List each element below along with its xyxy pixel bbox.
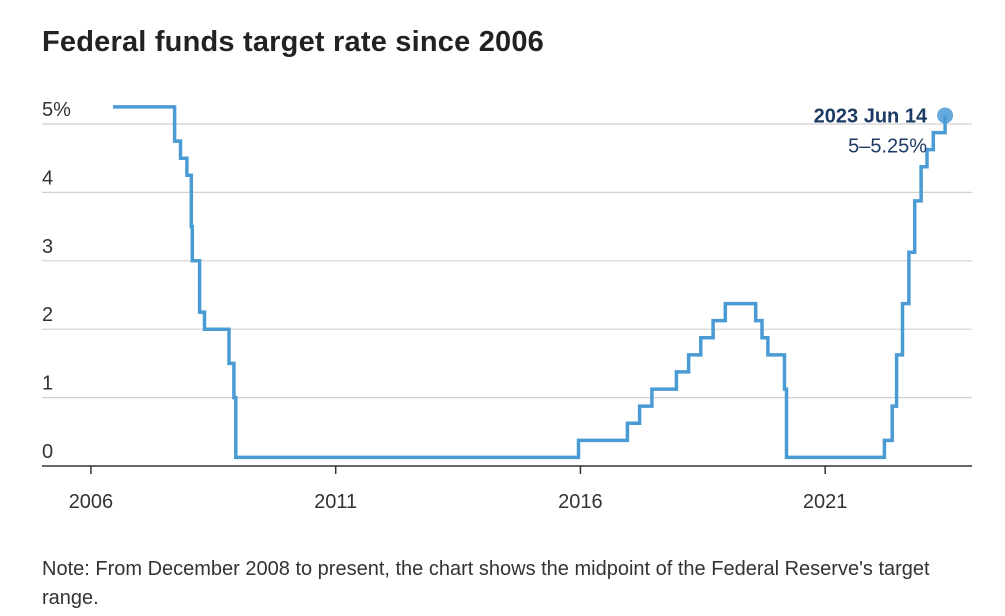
gridlines [42, 123, 972, 399]
y-tick-label: 5% [42, 99, 71, 121]
x-tick-label: 2016 [558, 491, 603, 513]
annotation-date: 2023 Jun 14 [814, 105, 928, 127]
x-axis: 2006 2011 2016 2021 [42, 465, 972, 513]
series-line [113, 105, 947, 460]
y-tick-label: 1 [42, 373, 53, 395]
chart-note: Note: From December 2008 to present, the… [42, 558, 930, 609]
x-tick-label: 2006 [69, 491, 114, 513]
end-point-marker [937, 107, 954, 124]
annotation-value: 5–5.25% [848, 135, 927, 157]
y-axis-ticks: 0 1 2 3 4 5% [42, 99, 71, 463]
y-tick-label: 2 [42, 304, 53, 326]
x-tick-label: 2021 [803, 491, 848, 513]
y-tick-label: 4 [42, 167, 53, 189]
y-tick-label: 0 [42, 441, 53, 463]
chart-title: Federal funds target rate since 2006 [42, 26, 545, 58]
y-tick-label: 3 [42, 236, 53, 258]
x-tick-label: 2011 [314, 491, 357, 513]
rate-chart: 0 1 2 3 4 5% 2006 2011 2016 2021 2023 Jun 14 5–5… [42, 99, 972, 513]
